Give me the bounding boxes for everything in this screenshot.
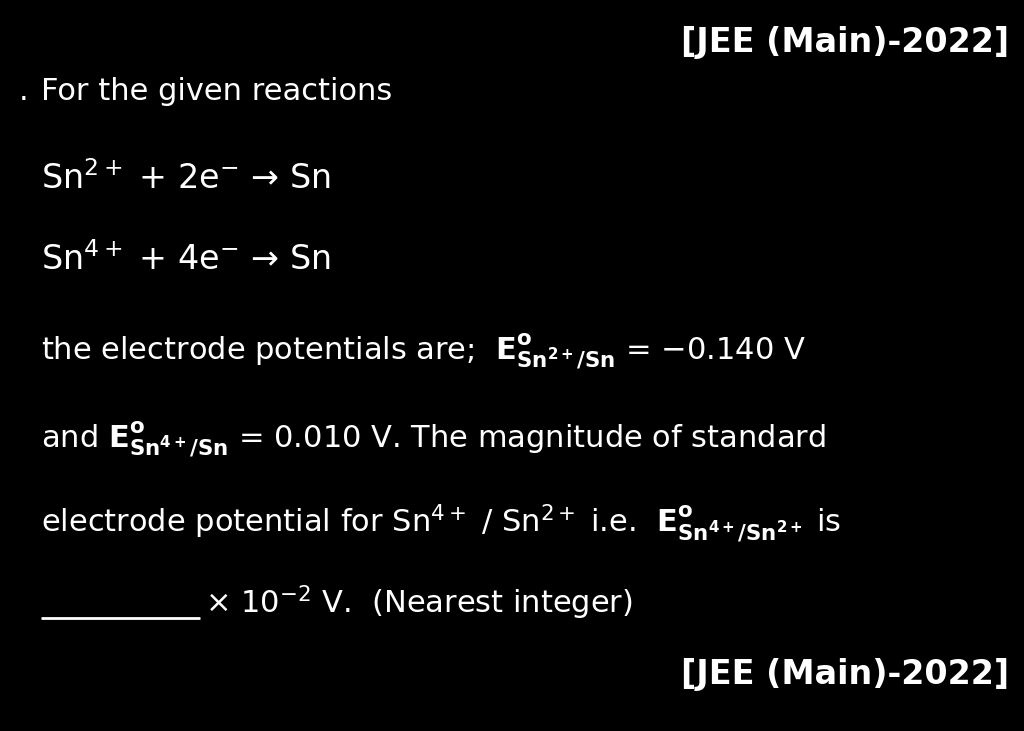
Text: .: . (18, 77, 28, 106)
Text: × 10$^{-2}$ V.  (Nearest integer): × 10$^{-2}$ V. (Nearest integer) (205, 584, 633, 622)
Text: and $\mathbf{E^{o}_{Sn^{4+}/Sn}}$ = 0.010 V. The magnitude of standard: and $\mathbf{E^{o}_{Sn^{4+}/Sn}}$ = 0.01… (41, 419, 826, 458)
Text: For the given reactions: For the given reactions (41, 77, 392, 106)
Text: Sn$^{4+}$ + 4e$^{-}$ → Sn: Sn$^{4+}$ + 4e$^{-}$ → Sn (41, 242, 331, 277)
Text: [JEE (Main)-2022]: [JEE (Main)-2022] (681, 658, 1009, 691)
Text: [JEE (Main)-2022]: [JEE (Main)-2022] (681, 26, 1009, 58)
Text: Sn$^{2+}$ + 2e$^{-}$ → Sn: Sn$^{2+}$ + 2e$^{-}$ → Sn (41, 162, 331, 197)
Text: the electrode potentials are;  $\mathbf{E^{o}_{Sn^{2+}/Sn}}$ = −0.140 V: the electrode potentials are; $\mathbf{E… (41, 331, 806, 371)
Text: electrode potential for Sn$^{4+}$ / Sn$^{2+}$ i.e.  $\mathbf{E^{o}_{Sn^{4+}/Sn^{: electrode potential for Sn$^{4+}$ / Sn$^… (41, 501, 841, 544)
